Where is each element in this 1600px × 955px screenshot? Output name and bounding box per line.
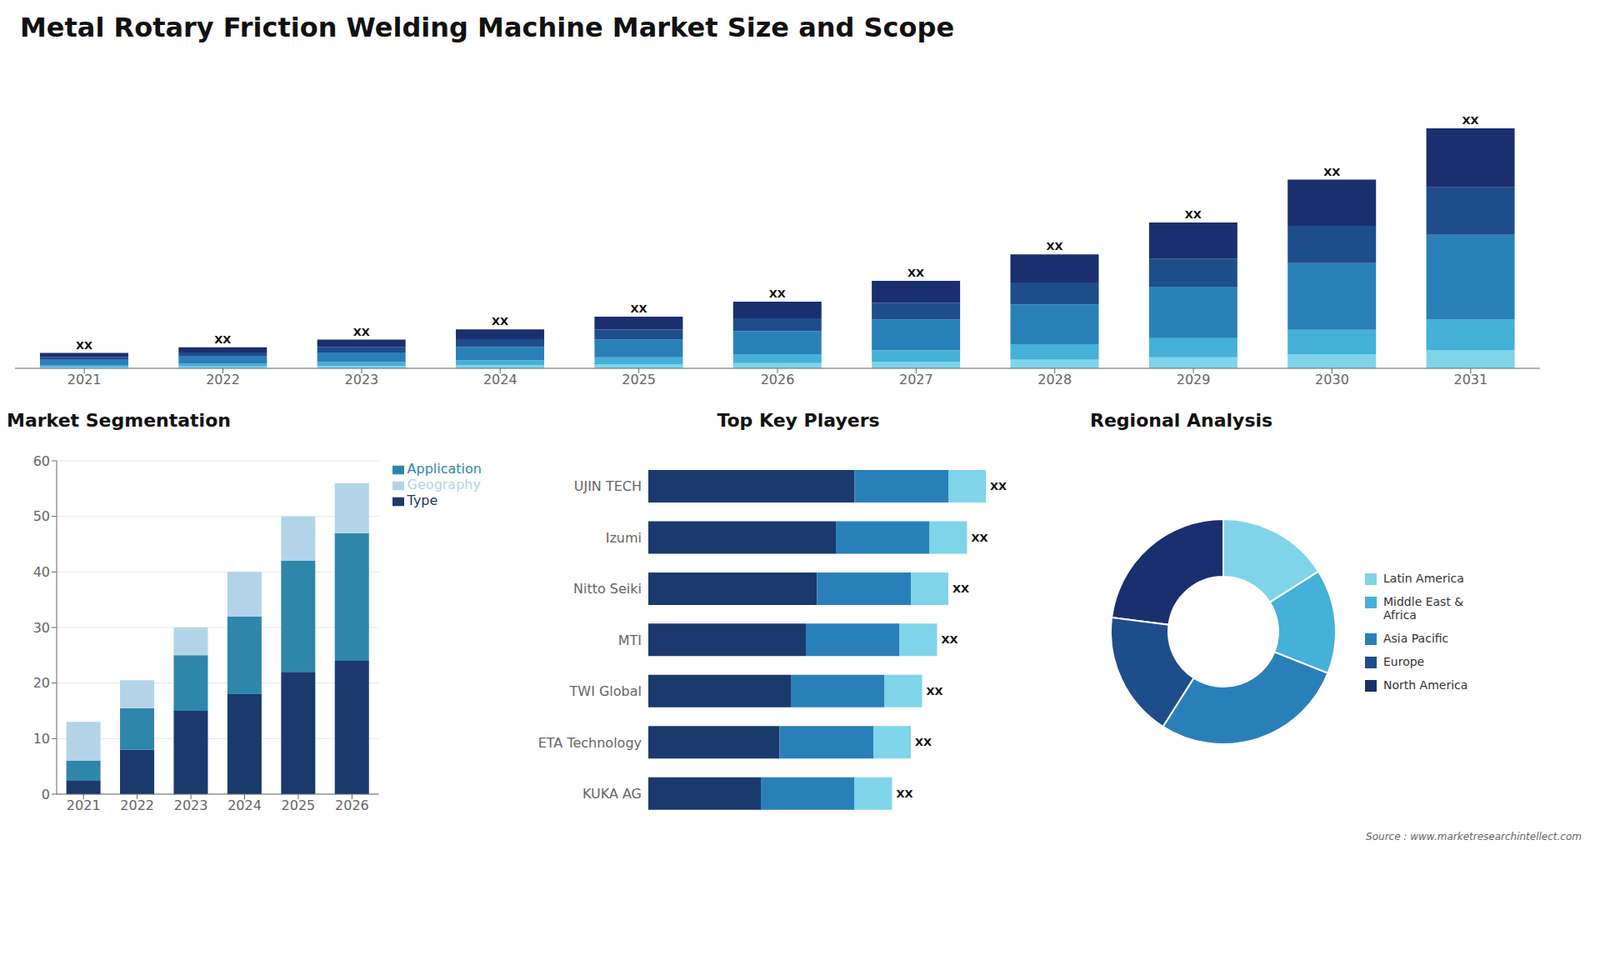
svg-text:Izumi: Izumi [605, 530, 642, 546]
html-text:Latin America: Latin America [1383, 571, 1464, 585]
svg-text:UJIN TECH: UJIN TECH [574, 478, 642, 495]
svg-text:XX: XX [1462, 114, 1480, 127]
svg-text:XX: XX [952, 582, 970, 595]
html-text:Middle East & Africa: Middle East & Africa [1383, 595, 1464, 622]
svg-text:10: 10 [33, 730, 50, 747]
svg-text:40: 40 [33, 564, 50, 580]
svg-text:2024: 2024 [227, 797, 262, 814]
html-text:Regional Analysis: Regional Analysis [1090, 410, 1273, 431]
svg-text:2026: 2026 [335, 797, 370, 814]
svg-text:XX: XX [971, 531, 989, 545]
svg-text:2022: 2022 [205, 371, 240, 388]
svg-text:XX: XX [907, 266, 925, 280]
svg-text:20: 20 [33, 675, 50, 691]
html-text:Top Key Players: Top Key Players [717, 410, 880, 431]
svg-text:XX: XX [75, 339, 93, 352]
html-text:Source : www.marketresearchint: Source : www.marketresearchintellect.com [1365, 830, 1582, 843]
svg-text:XX: XX [990, 480, 1007, 493]
svg-text:XX: XX [896, 787, 914, 800]
svg-text:XX: XX [769, 287, 786, 300]
svg-text:XX: XX [214, 333, 231, 346]
svg-text:XX: XX [353, 325, 370, 339]
html-text:Europe: Europe [1383, 655, 1425, 669]
html-text:Application: Application [407, 460, 482, 477]
svg-text:TWI Global: TWI Global [569, 683, 642, 700]
svg-text:ETA Technology: ETA Technology [538, 735, 642, 751]
svg-text:2028: 2028 [1037, 371, 1072, 388]
svg-text:2024: 2024 [483, 371, 518, 388]
svg-text:2029: 2029 [1176, 371, 1211, 388]
html-text:North America: North America [1383, 678, 1468, 692]
svg-text:0: 0 [41, 786, 50, 803]
html-text:Asia Pacific: Asia Pacific [1383, 631, 1449, 645]
svg-text:2025: 2025 [281, 797, 316, 814]
svg-text:2021: 2021 [66, 797, 101, 814]
svg-text:XX: XX [915, 735, 932, 749]
html-text:Geography: Geography [407, 476, 481, 493]
svg-text:2021: 2021 [67, 371, 102, 388]
svg-text:30: 30 [33, 620, 50, 636]
html-text:Market Segmentation: Market Segmentation [6, 410, 231, 431]
svg-text:2023: 2023 [345, 371, 380, 388]
svg-text:2022: 2022 [120, 797, 155, 814]
svg-text:2025: 2025 [621, 371, 656, 388]
svg-text:XX: XX [1323, 165, 1340, 179]
svg-text:2027: 2027 [899, 371, 934, 388]
svg-text:KUKA AG: KUKA AG [582, 785, 642, 802]
html-text:Type: Type [407, 492, 438, 509]
svg-text:2030: 2030 [1315, 371, 1350, 388]
svg-text:XX: XX [630, 302, 647, 315]
svg-text:XX: XX [941, 633, 959, 646]
svg-text:XX: XX [1045, 240, 1063, 253]
html-text:Metal Rotary Friction Welding: Metal Rotary Friction Welding Machine Ma… [20, 11, 955, 44]
svg-text:60: 60 [33, 453, 50, 470]
svg-text:XX: XX [926, 685, 944, 698]
svg-text:2026: 2026 [760, 371, 795, 388]
svg-text:50: 50 [33, 508, 50, 525]
svg-text:2023: 2023 [174, 797, 209, 814]
svg-text:XX: XX [1185, 208, 1202, 221]
svg-text:MTI: MTI [618, 632, 642, 649]
svg-text:XX: XX [491, 315, 509, 328]
svg-text:Nitto Seiki: Nitto Seiki [573, 580, 642, 597]
svg-text:2031: 2031 [1453, 371, 1488, 388]
